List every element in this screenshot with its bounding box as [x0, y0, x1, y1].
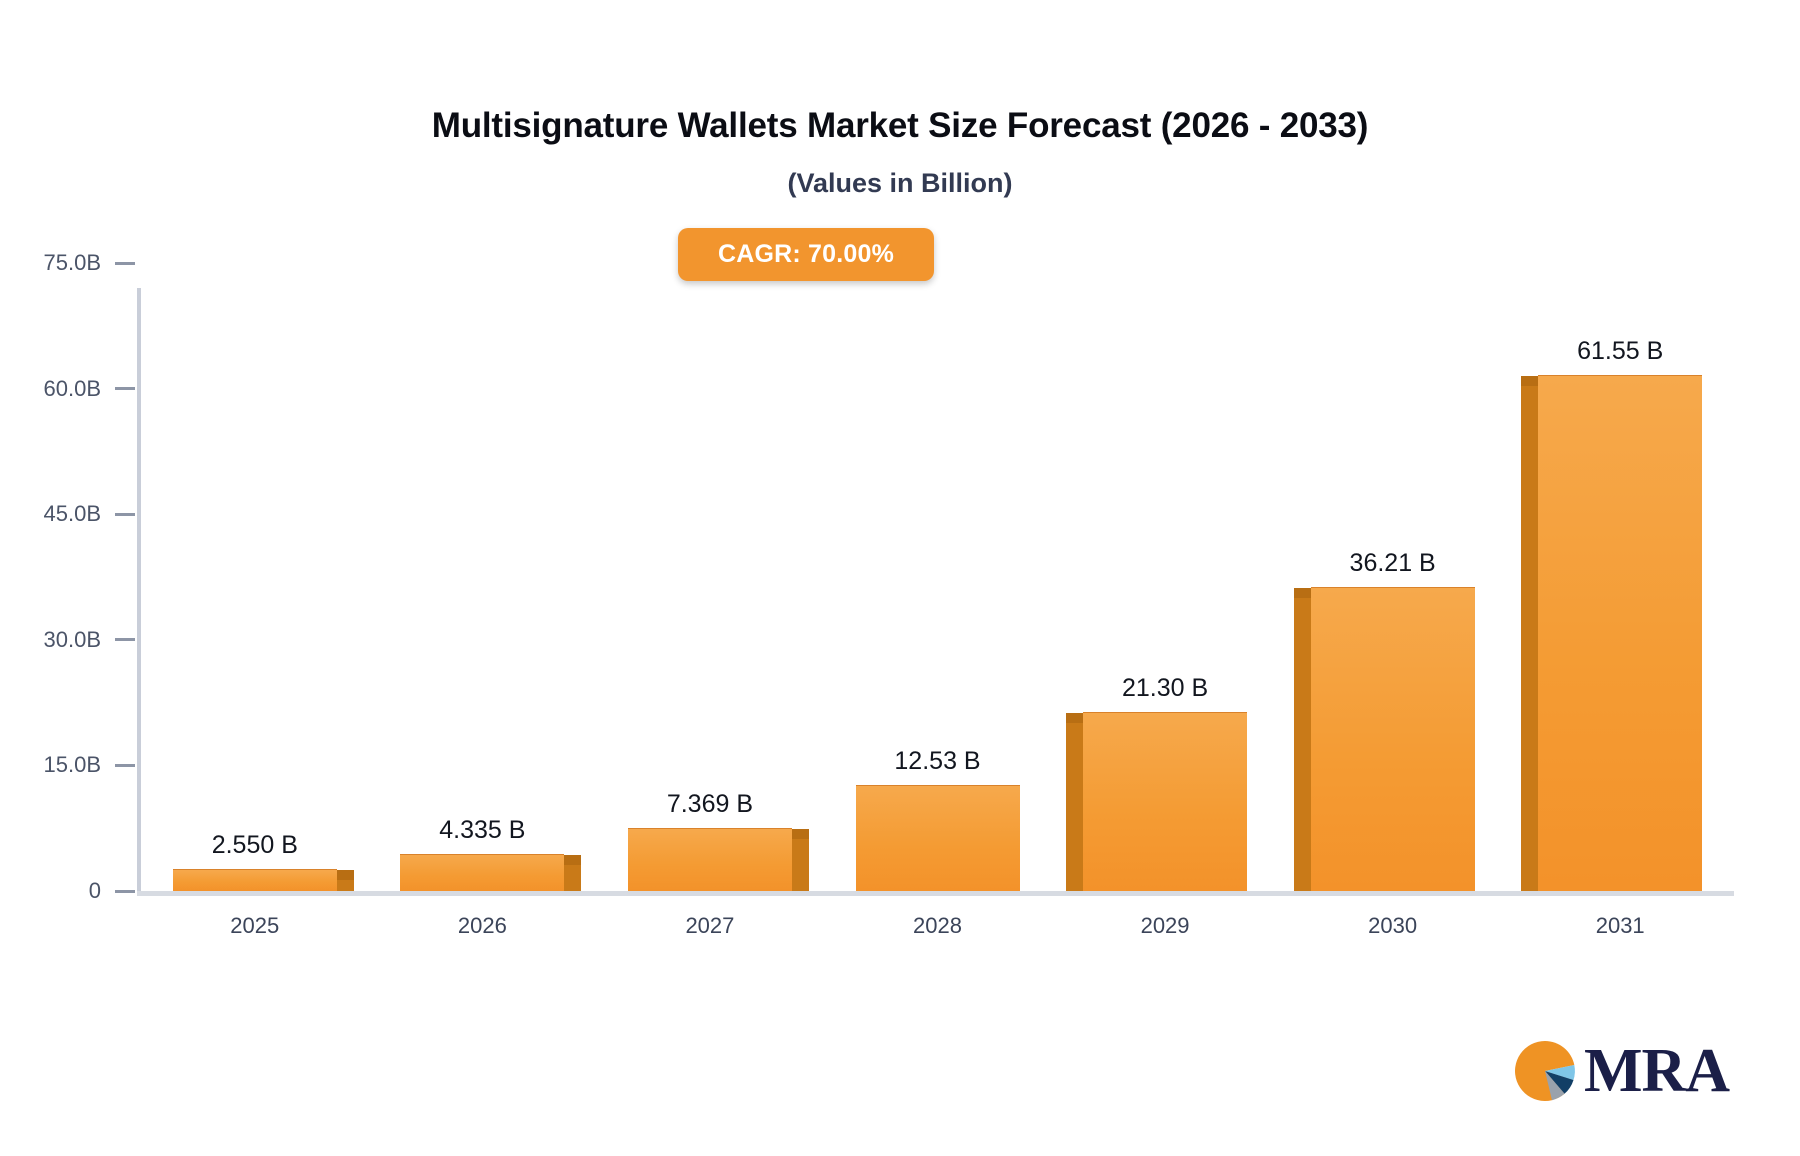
y-axis-tick: 0	[0, 878, 135, 903]
y-axis-tick-dash	[115, 889, 135, 893]
bar-2026[interactable]: 4.335 B	[400, 816, 582, 891]
x-axis-label-2027: 2027	[685, 913, 735, 938]
x-axis-line	[137, 891, 1734, 896]
bar-side-cap	[791, 829, 809, 840]
bar-2031[interactable]: 61.55 B	[1521, 337, 1703, 891]
x-axis-label-2025: 2025	[230, 913, 280, 938]
bar-2030[interactable]: 36.21 B	[1293, 549, 1475, 891]
y-axis-line	[137, 288, 141, 895]
bar-side-cap	[1293, 587, 1311, 598]
bar-front-face	[627, 828, 792, 891]
y-axis-tick: 75.0B	[0, 250, 135, 275]
pie-chart-icon	[1515, 1041, 1575, 1101]
bar-front-face	[855, 785, 1020, 891]
bar-side-face	[1293, 597, 1311, 891]
bar-side-cap	[1066, 712, 1084, 723]
mra-logo: MRA	[1512, 1037, 1730, 1105]
y-axis-tick-label: 75.0B	[43, 250, 102, 275]
y-axis-tick-dash	[115, 763, 135, 767]
x-axis-label-2031: 2031	[1595, 913, 1645, 938]
y-axis-tick-dash	[115, 512, 135, 516]
y-axis-tick-dash	[115, 638, 135, 642]
bar-side-face	[1521, 385, 1539, 891]
y-axis-tick-label: 30.0B	[43, 626, 102, 652]
bar-value-label: 61.55 B	[1577, 336, 1664, 365]
bar-side-cap	[336, 869, 354, 880]
y-axis-tick-dash	[115, 387, 135, 391]
bar-front-face	[172, 868, 337, 891]
y-axis-tick: 15.0B	[0, 752, 135, 778]
y-axis-tick-label: 0	[88, 878, 101, 903]
chart-subtitle: (Values in Billion)	[787, 168, 1013, 198]
bar-side-face	[564, 864, 582, 891]
bar-2029[interactable]: 21.30 B	[1066, 674, 1248, 891]
bar-side-face	[791, 839, 809, 891]
y-axis-tick-dash	[115, 261, 135, 265]
mra-wordmark: MRA	[1584, 1037, 1730, 1105]
bar-front-face	[1083, 711, 1248, 891]
y-axis-tick-label: 60.0B	[43, 375, 102, 401]
x-axis-label-2026: 2026	[457, 913, 507, 938]
bar-side-cap	[564, 854, 582, 865]
bar-side-face	[336, 879, 354, 891]
x-axis-label-2029: 2029	[1140, 913, 1190, 938]
bar-front-face	[400, 853, 565, 891]
page-title: Multisignature Wallets Market Size Forec…	[431, 106, 1369, 145]
y-axis-tick-label: 45.0B	[43, 501, 102, 527]
cagr-badge-label: CAGR: 70.00%	[717, 240, 895, 268]
x-axis-label-2030: 2030	[1368, 913, 1418, 938]
bar-front-face	[1538, 374, 1703, 891]
bar-value-label: 7.369 B	[666, 790, 754, 819]
bar-2025[interactable]: 2.550 B	[172, 831, 354, 891]
x-axis-label-2028: 2028	[913, 913, 962, 938]
bar-value-label: 2.550 B	[211, 830, 298, 859]
bar-value-label: 36.21 B	[1349, 548, 1436, 577]
bar-value-label: 4.335 B	[439, 815, 526, 844]
y-axis-tick: 45.0B	[0, 501, 135, 527]
cagr-badge: CAGR: 70.00%	[678, 228, 934, 281]
bar-2028[interactable]: 12.53 B	[855, 747, 1020, 891]
y-axis-tick: 60.0B	[0, 375, 135, 401]
bar-side-face	[1066, 722, 1084, 891]
bar-value-label: 12.53 B	[894, 747, 981, 776]
y-axis-tick: 30.0B	[0, 626, 135, 652]
bar-side-cap	[1521, 375, 1539, 386]
bar-value-label: 21.30 B	[1121, 673, 1209, 702]
bar-2027[interactable]: 7.369 B	[627, 790, 809, 891]
bar-front-face	[1310, 586, 1475, 891]
y-axis-tick-label: 15.0B	[43, 752, 102, 778]
